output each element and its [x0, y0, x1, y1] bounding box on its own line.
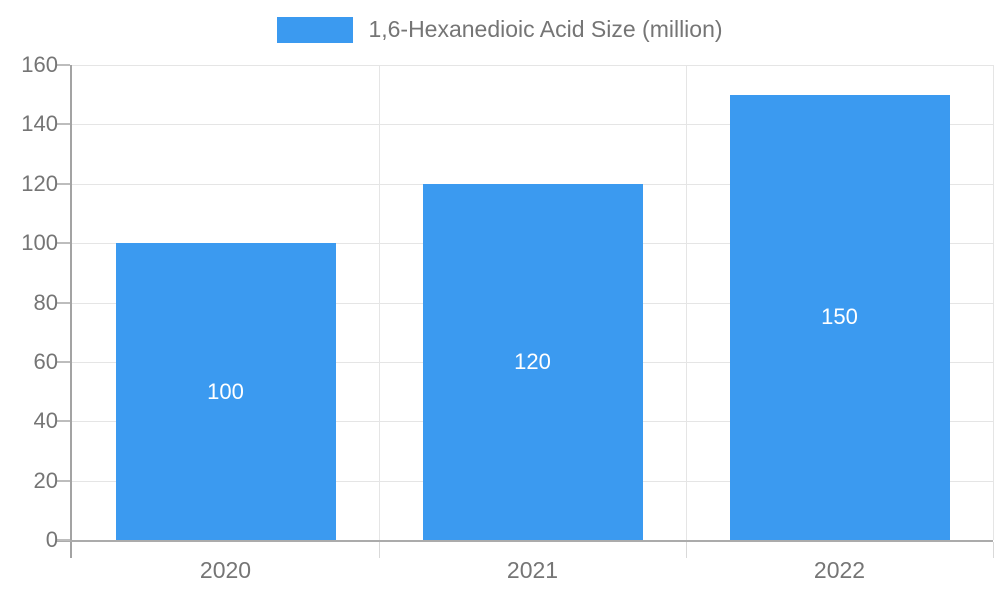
y-tick-label: 100 [21, 230, 58, 256]
y-tick-label: 0 [45, 527, 58, 552]
bar[interactable]: 100 [115, 243, 336, 540]
y-axis-line [70, 65, 72, 558]
x-tick-label: 2020 [199, 557, 252, 583]
y-tick-label: 40 [33, 408, 58, 434]
gridline-horizontal [72, 124, 993, 126]
legend-label: 1,6-Hexanedioic Acid Size (million) [368, 16, 723, 42]
y-axis-tick [56, 182, 70, 185]
y-axis-tick [56, 242, 70, 245]
x-axis-tick [993, 542, 994, 558]
y-axis-tick [56, 123, 70, 126]
y-axis-tick [56, 479, 70, 482]
gridline-vertical [379, 65, 380, 540]
gridline-vertical [686, 65, 687, 540]
bar[interactable]: 120 [422, 183, 643, 540]
y-tick-label: 80 [33, 289, 58, 315]
plot-area: 0 20 40 60 80 100 120 140 160 2020 100 2021 120 2022 1… [21, 52, 994, 583]
legend-swatch-icon [277, 16, 354, 43]
bar-value-label: 100 [207, 378, 244, 404]
legend[interactable]: 1,6-Hexanedioic Acid Size (million) [0, 16, 1000, 43]
gridline-vertical [993, 65, 994, 540]
y-axis-tick [56, 420, 70, 423]
bar[interactable]: 150 [729, 94, 950, 540]
y-axis-tick [56, 301, 70, 304]
x-axis-tick [686, 542, 687, 558]
bar-value-label: 150 [821, 304, 858, 330]
x-axis-line [56, 540, 993, 542]
y-tick-label: 160 [21, 52, 58, 77]
bar-value-label: 120 [514, 348, 551, 374]
y-tick-label: 120 [21, 170, 58, 196]
y-tick-label: 140 [21, 111, 58, 137]
y-axis-tick [56, 539, 70, 541]
y-axis-tick [56, 360, 70, 363]
y-tick-label: 20 [33, 467, 58, 493]
y-tick-label: 60 [33, 348, 58, 374]
x-axis-tick [379, 542, 380, 558]
y-axis-tick [56, 64, 70, 66]
x-tick-label: 2021 [506, 557, 559, 583]
x-tick-label: 2022 [813, 557, 866, 583]
gridline-horizontal [72, 65, 993, 66]
